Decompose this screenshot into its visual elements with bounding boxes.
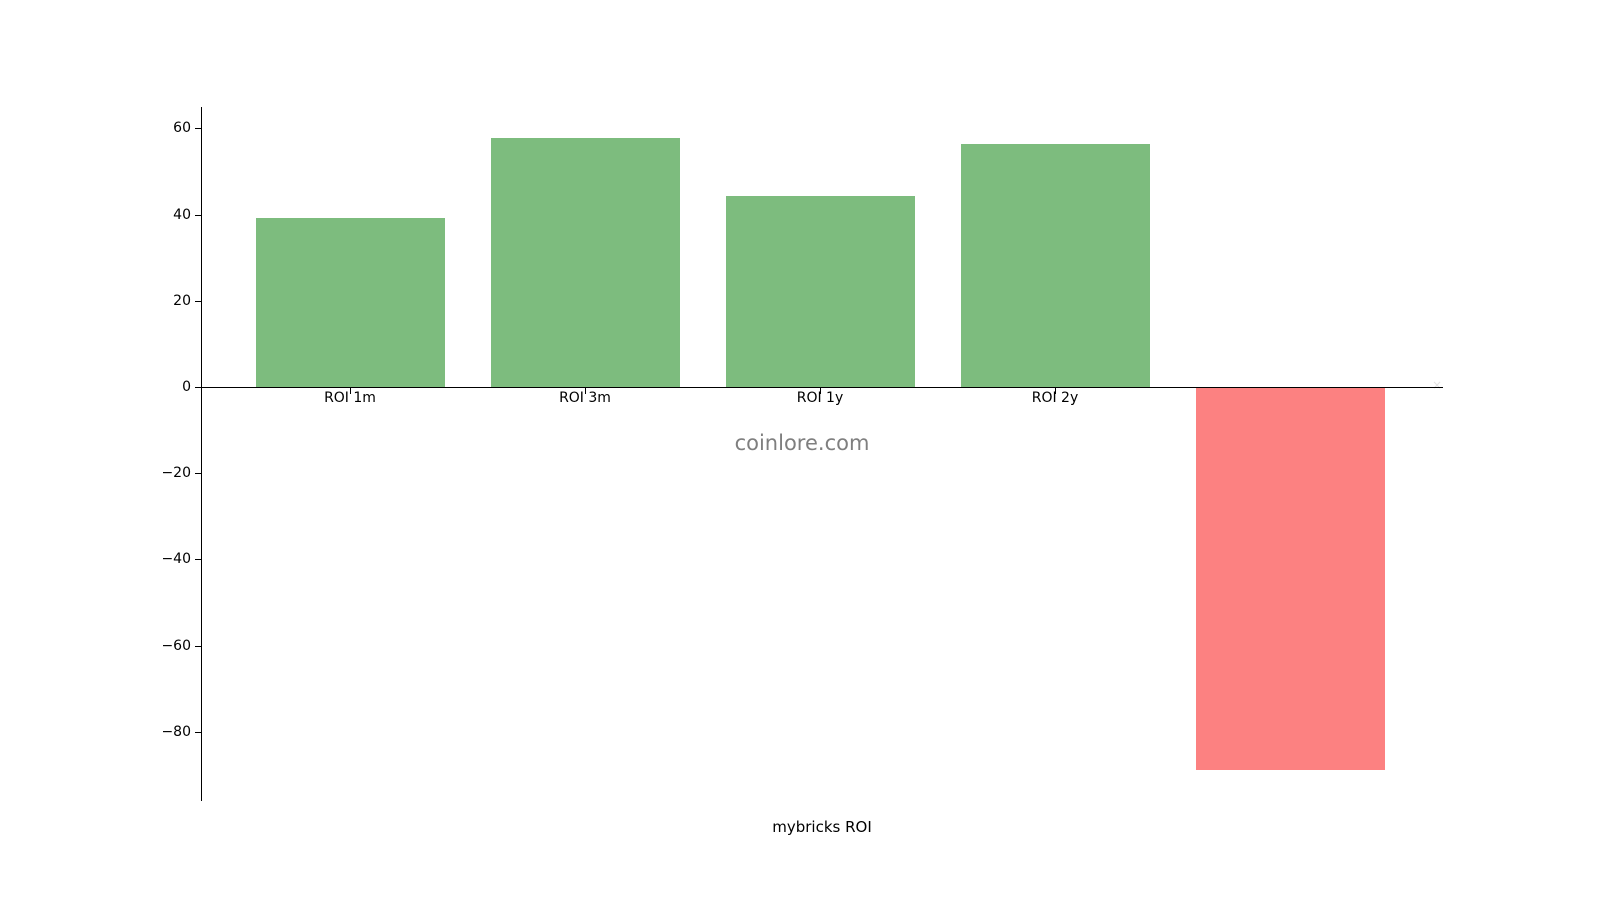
x-tick-label: ROI 1m [324,390,376,406]
y-tick-label: −60 [161,637,191,654]
x-tick-mark [585,388,586,394]
y-tick-label: 20 [173,292,191,309]
x-tick-label: ROI 2y [1031,390,1079,406]
y-tick-label: 40 [173,206,191,223]
x-tick-label: ROI 3m [559,390,611,406]
bar-roi-1y [725,196,915,387]
bar-roi-2y [960,143,1150,387]
x-tick-label: ROI 1y [796,390,844,406]
y-axis-spine [201,106,202,801]
y-tick-mark [195,473,201,475]
watermark-text: coinlore.com [734,431,870,455]
x-tick-mark [1055,388,1056,394]
y-tick-label: 0 [182,379,191,395]
y-tick-mark [195,128,201,130]
y-tick-mark [195,387,201,388]
bar-roi-1m [255,218,445,387]
y-tick-mark [195,559,201,561]
y-tick-label: −20 [161,465,191,482]
y-tick-label: −80 [161,723,191,740]
x-axis-label: mybricks ROI [772,818,872,836]
y-tick-label: −40 [161,551,191,568]
y-tick-mark [195,731,201,733]
y-tick-mark [195,645,201,647]
bar-unlabeled [1195,387,1385,771]
y-tick-mark [195,214,201,216]
y-tick-label: 60 [173,120,191,137]
x-axis-zero-line [201,387,1443,388]
bar-roi-3m [490,138,680,387]
y-tick-mark [195,300,201,302]
x-tick-mark [350,388,351,394]
axis-end-artifact: × [1432,378,1443,392]
x-tick-mark [820,388,821,394]
